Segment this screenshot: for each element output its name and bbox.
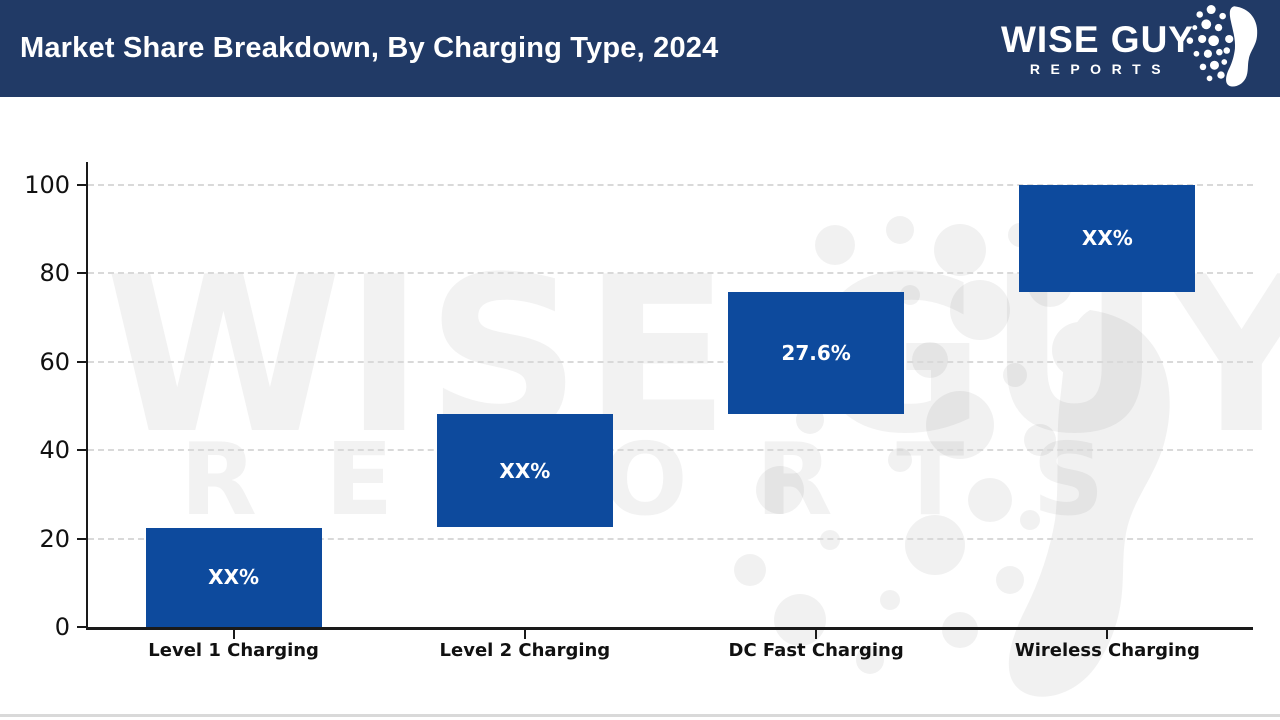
x-tick-mark [232,630,235,639]
y-tick-label: 40 [39,436,70,465]
x-tick-mark [1106,630,1109,639]
x-category-label: Wireless Charging [1014,640,1200,661]
bar-level-2-charging: XX% [436,413,613,528]
page-title: Market Share Breakdown, By Charging Type… [20,32,719,64]
bar-level-1-charging: XX% [145,527,322,627]
bar-value-label: XX% [1081,226,1133,251]
y-gridline [88,537,1253,540]
x-tick-mark [523,630,526,639]
bar-value-label: 27.6% [781,340,851,365]
y-gridline [88,184,1253,186]
y-tick-mark [77,184,86,186]
x-axis-line [86,627,1253,630]
y-tick-mark [77,449,86,452]
y-tick-label: 60 [39,347,70,376]
logo-subtitle: REPORTS [1029,60,1172,77]
wise-guy-reports-logo: WISE GUY REPORTS [1001,4,1262,89]
logo-dotted-head-icon [1186,4,1258,87]
y-tick-mark [77,626,86,628]
bar-value-label: XX% [208,565,260,590]
logo-wordmark: WISE GUY [1000,18,1194,60]
x-category-label: Level 2 Charging [439,640,611,661]
logo-text: WISE GUY REPORTS [1001,21,1194,77]
y-tick-mark [77,537,86,540]
y-tick-label: 0 [54,613,70,641]
y-gridline [88,360,1253,363]
y-tick-mark [77,360,86,363]
y-tick-label: 100 [24,171,70,199]
y-tick-label: 80 [39,259,70,288]
bar-value-label: XX% [499,458,551,483]
header-bar: Market Share Breakdown, By Charging Type… [0,0,1280,97]
y-gridline [88,449,1253,452]
bottom-divider [0,714,1280,717]
watermark-reports-text: REPORTS [180,421,1173,538]
y-gridline [88,272,1253,275]
x-category-label: DC Fast Charging [728,640,904,661]
bar-wireless-charging: XX% [1019,185,1196,292]
y-tick-label: 20 [39,524,70,553]
x-tick-mark [815,630,818,639]
y-tick-mark [77,272,86,275]
y-axis-line [86,162,88,629]
x-category-label: Level 1 Charging [148,640,319,661]
bar-dc-fast-charging: 27.6% [728,291,905,414]
